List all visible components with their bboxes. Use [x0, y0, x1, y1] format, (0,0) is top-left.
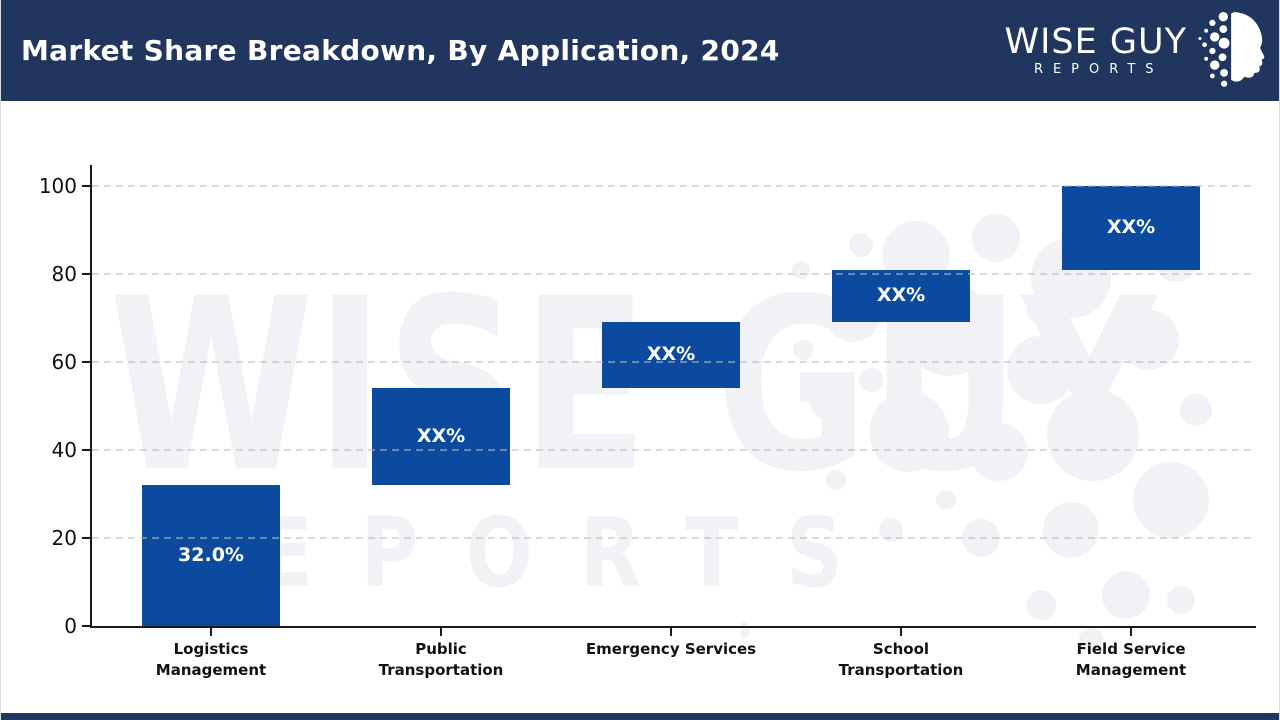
gridline — [92, 185, 1256, 187]
x-axis-spine — [90, 626, 1256, 628]
waterfall-bar — [372, 388, 510, 486]
y-axis-tick — [82, 273, 90, 275]
x-axis-tick — [670, 628, 672, 636]
y-axis-tick-label: 100 — [38, 174, 77, 198]
y-axis-tick — [82, 449, 90, 451]
y-axis-tick — [82, 625, 90, 627]
category-label-line: Emergency Services — [585, 640, 757, 658]
y-axis-tick — [82, 185, 90, 187]
y-axis-tick-label: 20 — [51, 526, 77, 550]
bar-value-label: XX% — [646, 343, 696, 366]
brand-logo-text: WISE GUY REPORTS — [1004, 24, 1187, 77]
y-axis-spine — [90, 165, 92, 628]
waterfall-bar — [142, 485, 280, 626]
brand-name: WISE GUY — [1004, 22, 1187, 62]
gridline — [92, 361, 1256, 363]
y-axis-tick — [82, 361, 90, 363]
brand-logo: WISE GUY REPORTS — [1004, 7, 1279, 95]
bar-value-label: XX% — [416, 424, 466, 447]
category-label-line: Transportation — [378, 661, 504, 679]
x-axis-tick — [1130, 628, 1132, 636]
gridline — [92, 273, 1256, 275]
page-title: Market Share Breakdown, By Application, … — [21, 34, 780, 67]
y-axis-tick-label: 40 — [51, 438, 77, 462]
footer-strip — [1, 713, 1279, 720]
gridline — [92, 537, 1256, 539]
waterfall-bar — [602, 322, 740, 389]
y-axis-tick — [82, 537, 90, 539]
category-label-line: Transportation — [838, 661, 964, 679]
bar-value-label: XX% — [1106, 215, 1156, 238]
category-label: Field Service Management — [1016, 639, 1246, 681]
category-label: Emergency Services — [556, 639, 786, 660]
y-axis-tick-label: 80 — [51, 262, 77, 286]
header-bar: Market Share Breakdown, By Application, … — [1, 0, 1279, 101]
x-axis-tick — [900, 628, 902, 636]
waterfall-bar — [1062, 186, 1200, 270]
category-label-line: School — [872, 640, 930, 658]
y-axis-tick-label: 60 — [51, 350, 77, 374]
x-axis-tick — [210, 628, 212, 636]
category-label-line: Management — [155, 661, 267, 679]
category-label-line: Public — [415, 640, 467, 658]
brand-face-icon — [1198, 11, 1265, 87]
bar-value-label: XX% — [876, 284, 926, 306]
gridline — [92, 449, 1256, 451]
brand-subname: REPORTS — [1033, 62, 1164, 77]
category-label-line: Logistics — [173, 640, 249, 658]
bar-value-label: 32.0% — [178, 543, 244, 566]
y-axis-tick-label: 0 — [64, 614, 77, 638]
waterfall-bar — [832, 269, 970, 323]
category-label-line: Field Service — [1076, 640, 1186, 658]
x-axis-tick — [440, 628, 442, 636]
category-label: Logistics Management — [96, 639, 326, 681]
category-label: Public Transportation — [326, 639, 556, 681]
category-label: School Transportation — [786, 639, 1016, 681]
category-label-line: Management — [1075, 661, 1187, 679]
